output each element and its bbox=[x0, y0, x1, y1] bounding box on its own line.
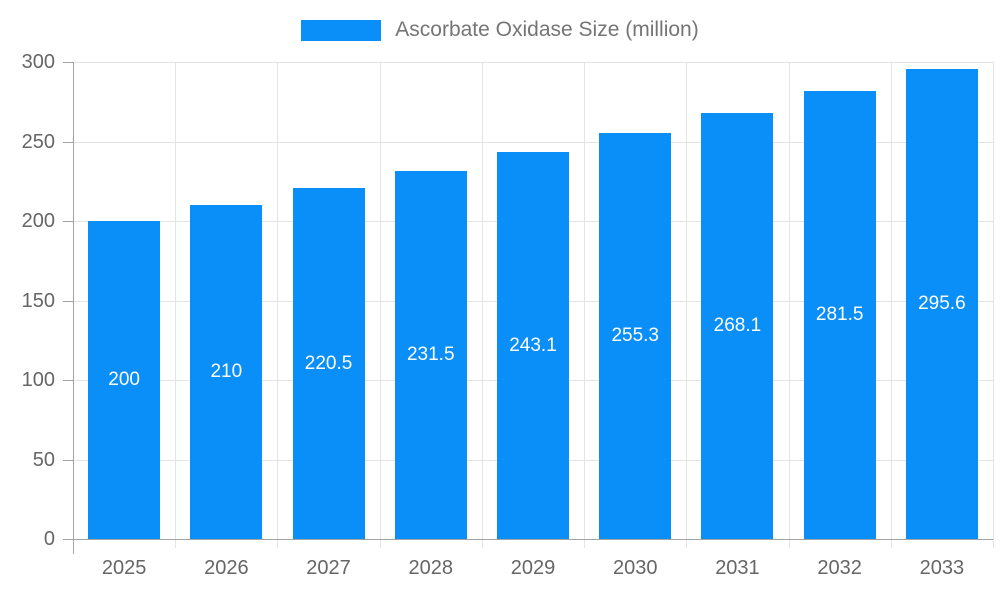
y-axis-tick bbox=[63, 380, 73, 381]
x-axis-line bbox=[73, 539, 993, 540]
h-gridline bbox=[73, 141, 993, 143]
x-axis-label: 2026 bbox=[204, 557, 249, 579]
bar-2030: 255.3 bbox=[599, 133, 672, 539]
y-axis-label: 0 bbox=[43, 528, 55, 550]
bar-2028: 231.5 bbox=[394, 170, 467, 539]
bar-value-label: 281.5 bbox=[815, 304, 864, 326]
bar-value-label: 295.6 bbox=[918, 292, 966, 314]
x-axis-label: 2031 bbox=[715, 557, 760, 579]
y-axis-label: 250 bbox=[21, 130, 55, 153]
x-axis-tick bbox=[584, 539, 586, 548]
y-axis-label: 100 bbox=[21, 369, 55, 391]
x-axis-label: 2030 bbox=[612, 557, 658, 579]
v-gridline bbox=[584, 62, 586, 539]
y-axis-tick bbox=[63, 300, 73, 302]
x-axis-tick bbox=[993, 539, 994, 548]
v-gridline bbox=[788, 62, 790, 539]
x-axis-tick bbox=[379, 539, 381, 548]
v-gridline bbox=[481, 62, 483, 539]
bar-2025: 200 bbox=[88, 221, 161, 539]
x-axis-tick bbox=[890, 539, 892, 548]
y-axis-label: 50 bbox=[32, 448, 55, 471]
x-axis-label: 2027 bbox=[306, 557, 351, 579]
y-axis-label: 150 bbox=[21, 289, 55, 312]
bar-value-label: 200 bbox=[108, 369, 140, 390]
y-axis-tick bbox=[63, 459, 73, 461]
y-axis-tick bbox=[63, 221, 73, 222]
bar-2032: 281.5 bbox=[803, 91, 876, 539]
v-gridline bbox=[993, 62, 994, 539]
bar-2027: 220.5 bbox=[292, 188, 365, 539]
legend-label: Ascorbate Oxidase Size (million) bbox=[395, 18, 699, 41]
x-axis-label: 2028 bbox=[408, 557, 454, 579]
x-axis-label: 2029 bbox=[510, 557, 556, 579]
v-gridline bbox=[277, 62, 279, 539]
bar-2026: 210 bbox=[190, 205, 263, 539]
h-gridline bbox=[73, 62, 993, 63]
x-axis-tick bbox=[481, 539, 483, 548]
v-gridline bbox=[175, 62, 177, 539]
y-axis-line bbox=[73, 62, 74, 554]
y-axis-label: 200 bbox=[21, 210, 55, 232]
bar-value-label: 255.3 bbox=[611, 325, 659, 347]
x-axis-tick bbox=[277, 539, 279, 548]
bar-value-label: 268.1 bbox=[713, 314, 762, 336]
y-axis-tick bbox=[63, 539, 73, 540]
bar-value-label: 231.5 bbox=[406, 343, 455, 365]
x-axis-tick bbox=[788, 539, 790, 548]
legend[interactable]: Ascorbate Oxidase Size (million) bbox=[0, 18, 1000, 42]
bar-2033: 295.6 bbox=[905, 68, 978, 539]
x-axis-label: 2032 bbox=[817, 557, 862, 579]
x-axis-tick bbox=[686, 539, 688, 548]
v-gridline bbox=[890, 62, 892, 539]
y-axis-tick bbox=[63, 141, 73, 143]
x-axis-tick bbox=[175, 539, 177, 548]
x-axis-label: 2033 bbox=[919, 557, 965, 579]
bar-value-label: 210 bbox=[210, 361, 243, 383]
y-axis-label: 300 bbox=[21, 51, 55, 73]
bar-value-label: 220.5 bbox=[304, 352, 353, 374]
bar-2029: 243.1 bbox=[497, 152, 569, 539]
legend-swatch bbox=[301, 19, 382, 41]
bar-value-label: 243.1 bbox=[509, 334, 557, 356]
y-axis-tick bbox=[63, 62, 73, 63]
v-gridline bbox=[379, 62, 381, 539]
v-gridline bbox=[686, 62, 688, 539]
bar-2031: 268.1 bbox=[701, 112, 774, 539]
x-axis-label: 2025 bbox=[101, 557, 147, 579]
